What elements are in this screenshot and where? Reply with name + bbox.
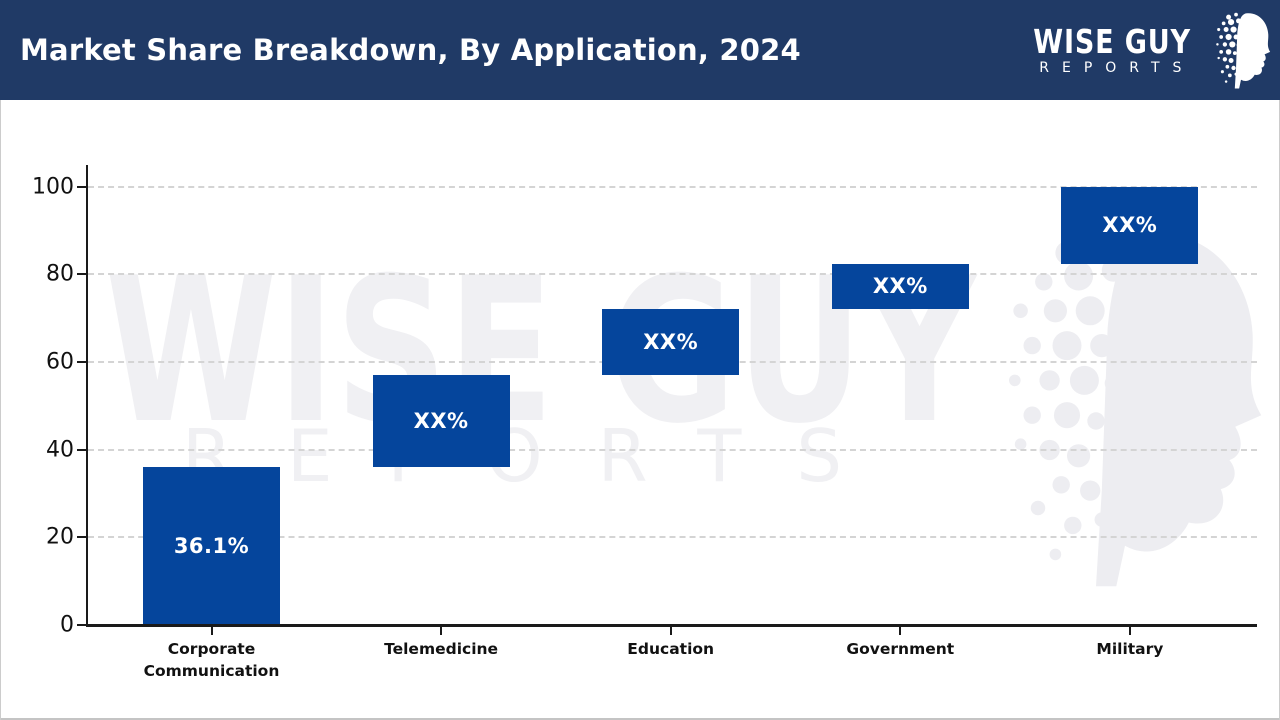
bar-government: XX%: [831, 264, 969, 309]
y-axis-tick: [77, 536, 86, 539]
x-axis-tick: [899, 627, 902, 635]
y-axis-tick: [77, 273, 86, 276]
y-axis-tick: [77, 185, 86, 188]
wiseguy-face-icon: [1216, 12, 1271, 89]
y-axis-tick-label: 20: [46, 524, 74, 550]
gridline: [88, 273, 1257, 276]
x-axis-category-label: Military: [1096, 640, 1164, 658]
bar-corporate-communication: 36.1%: [143, 466, 280, 625]
x-axis-tick: [1128, 627, 1131, 635]
x-axis-category-label: Government: [846, 640, 955, 658]
bar-value-label: XX%: [872, 274, 928, 299]
logo-wordmark: WISE GUY: [1033, 22, 1191, 61]
bar-education: XX%: [602, 308, 740, 375]
y-axis-tick-label: 60: [46, 349, 74, 375]
y-axis-tick-label: 0: [60, 612, 74, 638]
gridline: [88, 185, 1257, 188]
bar-value-label: XX%: [413, 408, 469, 433]
bar-value-label: XX%: [1102, 213, 1158, 238]
x-axis-tick: [210, 627, 213, 635]
x-axis-tick: [440, 627, 443, 635]
logo-text: WISE GUY REPORTS: [1016, 25, 1208, 75]
logo-subtitle: REPORTS: [1039, 60, 1195, 76]
bar-military: XX%: [1061, 186, 1199, 265]
y-axis-tick-label: 80: [46, 261, 74, 287]
bar-telemedicine: XX%: [372, 374, 510, 467]
x-axis-category-label: Education: [627, 640, 715, 658]
x-axis-category-label: Corporate Communication: [143, 640, 280, 680]
page-title: Market Share Breakdown, By Application, …: [20, 33, 801, 67]
y-axis-tick: [77, 624, 86, 626]
y-axis-tick-label: 40: [46, 437, 74, 463]
bar-value-label: XX%: [643, 329, 699, 354]
bar-value-label: 36.1%: [173, 533, 250, 558]
gridline: [88, 536, 1257, 539]
wiseguy-logo: WISE GUY REPORTS: [1016, 8, 1280, 92]
y-axis-tick: [77, 360, 86, 363]
gridline: [88, 448, 1257, 451]
x-axis-tick: [669, 627, 672, 635]
y-axis-tick: [77, 448, 86, 451]
x-axis-category-label: Telemedicine: [384, 640, 499, 658]
x-axis-line: [86, 624, 1257, 627]
y-axis-line: [86, 165, 88, 627]
y-axis-tick-label: 100: [32, 174, 74, 199]
report-header: Market Share Breakdown, By Application, …: [0, 0, 1280, 100]
